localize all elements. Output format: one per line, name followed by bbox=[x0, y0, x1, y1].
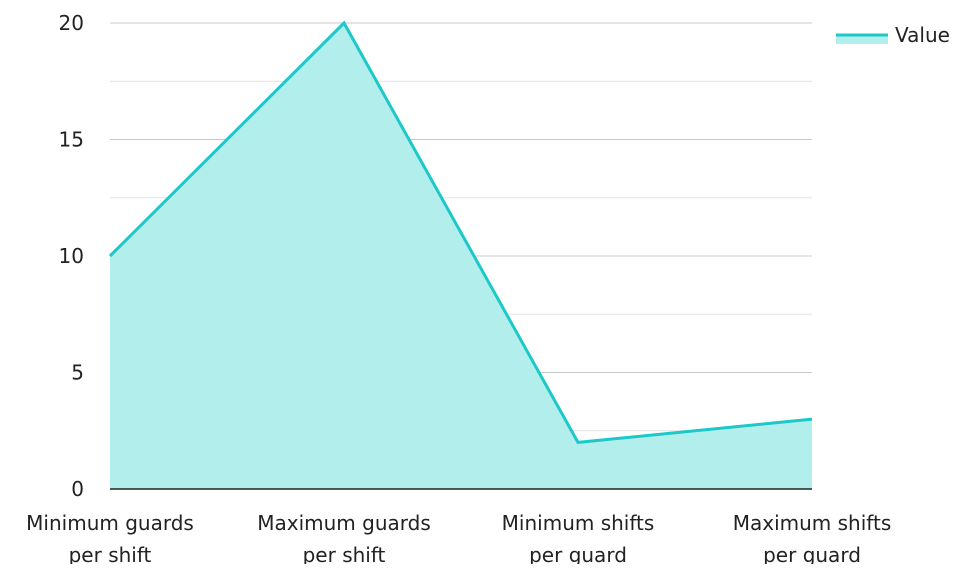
x-tick-label-line: per shift bbox=[69, 543, 152, 564]
x-tick-label-line: Minimum guards bbox=[26, 511, 194, 535]
x-tick-label: Maximum guards per shift bbox=[257, 511, 431, 564]
y-tick-label: 15 bbox=[59, 128, 84, 152]
y-tick-label: 20 bbox=[59, 11, 84, 35]
x-tick-label: Minimum shifts per guard bbox=[502, 511, 655, 564]
y-tick-label: 10 bbox=[59, 244, 84, 268]
x-tick-label: Maximum shifts per guard bbox=[733, 511, 892, 564]
x-tick-label: Minimum guards per shift bbox=[26, 511, 194, 564]
x-tick-label-line: per guard bbox=[529, 543, 627, 564]
x-tick-labels: Minimum guards per shift Maximum guards per… bbox=[26, 511, 891, 564]
y-tick-label: 0 bbox=[71, 477, 84, 501]
x-tick-label-line: Minimum shifts bbox=[502, 511, 655, 535]
x-tick-label-line: per guard bbox=[763, 543, 861, 564]
legend-label-value: Value bbox=[895, 23, 950, 47]
y-tick-labels: 0 5 10 15 20 bbox=[59, 11, 84, 501]
y-tick-label: 5 bbox=[71, 361, 84, 385]
x-tick-label-line: Maximum shifts bbox=[733, 511, 892, 535]
legend: Value bbox=[836, 23, 950, 47]
x-tick-label-line: Maximum guards bbox=[257, 511, 431, 535]
x-tick-label-line: per shift bbox=[303, 543, 386, 564]
